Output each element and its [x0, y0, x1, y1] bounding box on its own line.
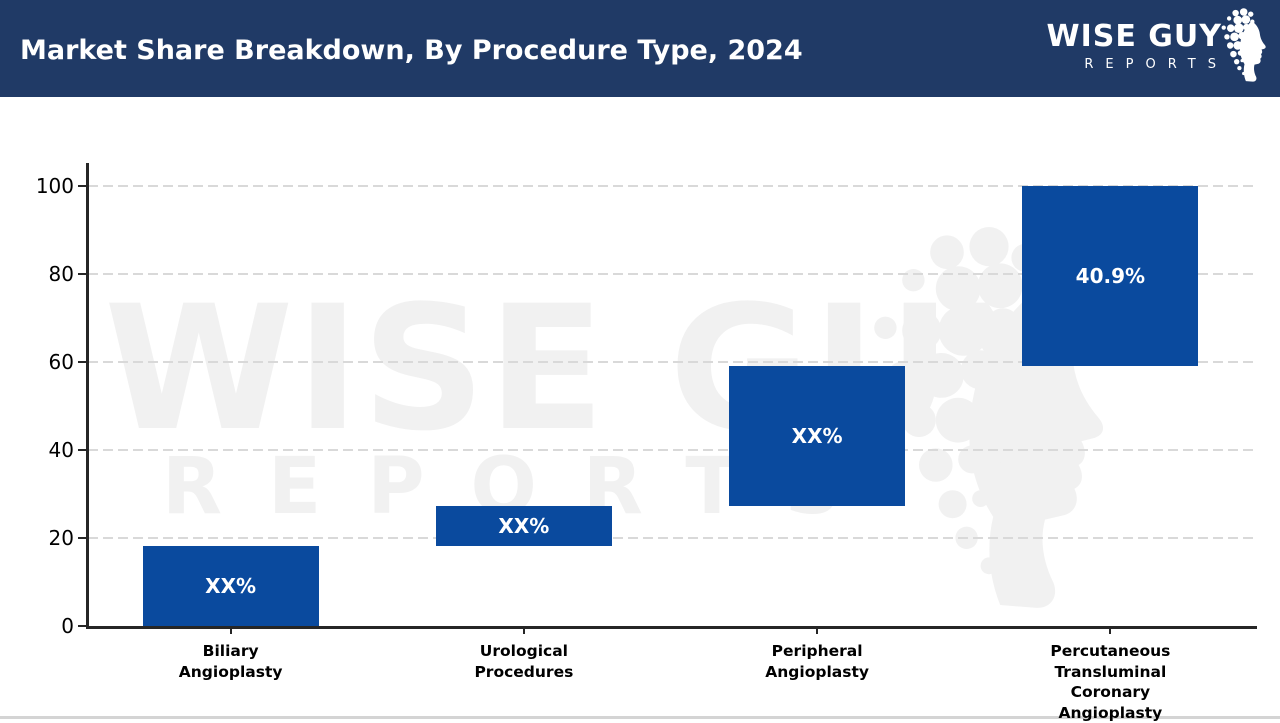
x-axis-line [86, 626, 1257, 629]
bar-value-label: XX% [792, 424, 843, 448]
y-tick [78, 625, 86, 627]
x-tick [1109, 628, 1111, 634]
x-category-line: Percutaneous [980, 641, 1240, 662]
y-tick [78, 185, 86, 187]
y-tick [78, 361, 86, 363]
y-tick [78, 537, 86, 539]
y-tick-label: 100 [16, 174, 74, 198]
bar-value-label: 40.9% [1076, 264, 1145, 288]
bar-segment: XX% [436, 506, 612, 546]
bar-segment: XX% [729, 366, 905, 506]
y-gridline [88, 537, 1257, 539]
x-tick [523, 628, 525, 634]
bar-value-label: XX% [205, 574, 256, 598]
y-axis-line [86, 163, 89, 628]
x-category-line: Procedures [394, 662, 654, 683]
x-tick [230, 628, 232, 634]
y-tick-label: 20 [16, 526, 74, 550]
y-tick [78, 449, 86, 451]
y-tick-label: 80 [16, 262, 74, 286]
x-category-line: Urological [394, 641, 654, 662]
x-category-line: Angioplasty [687, 662, 947, 683]
bar-value-label: XX% [498, 514, 549, 538]
x-category-line: Coronary [980, 682, 1240, 703]
y-tick-label: 40 [16, 438, 74, 462]
y-tick-label: 0 [16, 614, 74, 638]
x-category-line: Biliary [101, 641, 361, 662]
bar-segment: XX% [143, 546, 319, 626]
x-category-line: Angioplasty [101, 662, 361, 683]
y-tick-label: 60 [16, 350, 74, 374]
y-gridline [88, 449, 1257, 451]
x-tick [816, 628, 818, 634]
y-tick [78, 273, 86, 275]
x-category-line: Transluminal [980, 662, 1240, 683]
x-category-line: Peripheral [687, 641, 947, 662]
bar-segment: 40.9% [1022, 186, 1198, 366]
